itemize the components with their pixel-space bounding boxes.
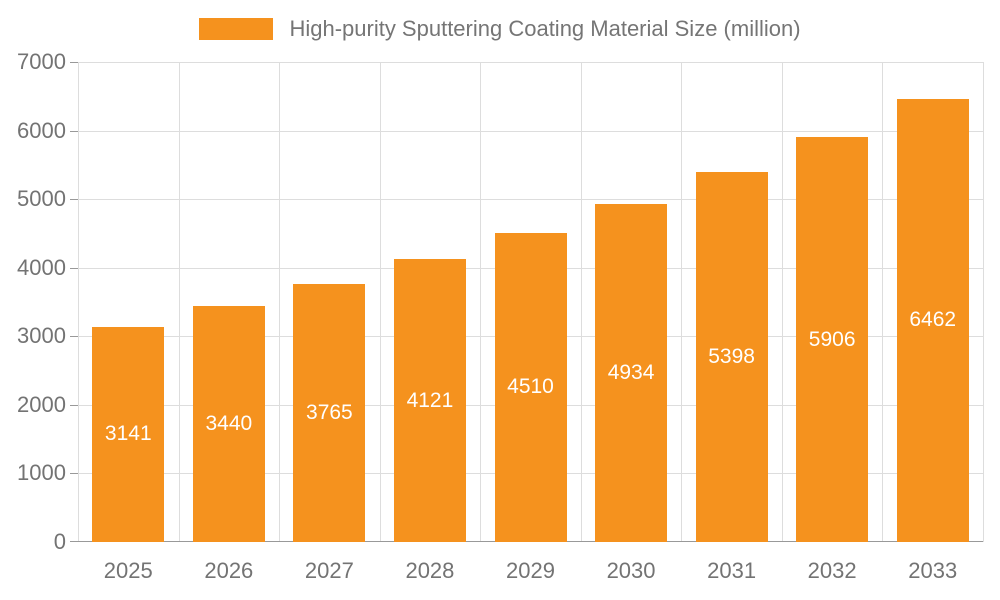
bar[interactable]: 3141 <box>92 326 165 542</box>
y-axis-tick <box>70 404 78 406</box>
bar-value-label: 5398 <box>708 344 755 368</box>
bar-value-label: 4510 <box>507 375 554 399</box>
bar-value-label: 3440 <box>205 412 253 436</box>
bar-value-label: 5906 <box>808 327 856 351</box>
bar-value-label: 4121 <box>406 388 454 412</box>
bar-value-label: 3765 <box>306 400 353 424</box>
y-axis-tick-label: 4000 <box>17 254 66 280</box>
bar[interactable]: 3440 <box>192 306 265 542</box>
y-axis-tick-label: 1000 <box>17 460 66 486</box>
bar-value-label: 3141 <box>104 422 152 446</box>
gridline-vertical <box>78 62 79 542</box>
bar[interactable]: 5398 <box>695 171 768 542</box>
x-axis-tick-label: 2026 <box>204 558 254 583</box>
y-axis-tick-label: 0 <box>53 529 66 554</box>
gridline-horizontal <box>78 130 983 132</box>
bar[interactable]: 5906 <box>796 137 869 542</box>
y-axis-tick <box>70 336 78 338</box>
y-axis-tick <box>70 267 78 269</box>
x-axis-tick-label: 2033 <box>908 558 958 583</box>
plot-area: 0 1000 2000 3000 4000 5000 6000 7000 3141 2025 344… <box>17 49 984 583</box>
gridline-vertical <box>480 62 482 542</box>
y-axis-tick-label: 6000 <box>17 117 66 143</box>
bar[interactable]: 3765 <box>293 283 366 542</box>
gridline-vertical <box>178 62 180 542</box>
legend-swatch-icon <box>199 18 274 40</box>
bar-value-label: 4934 <box>607 360 655 384</box>
legend-label: High-purity Sputtering Coating Material … <box>289 16 801 41</box>
y-axis-tick-label: 5000 <box>17 186 66 212</box>
y-axis-tick-label: 3000 <box>17 323 66 349</box>
x-axis-tick-label: 2032 <box>807 558 857 583</box>
gridline-vertical <box>882 62 884 542</box>
y-axis-tick-label: 2000 <box>17 391 66 417</box>
x-axis-tick-label: 2025 <box>103 558 153 583</box>
y-axis-tick <box>70 473 78 475</box>
bar[interactable]: 6462 <box>896 98 969 542</box>
gridline-vertical <box>983 62 984 542</box>
x-axis-tick-label: 2029 <box>506 558 555 583</box>
y-axis-tick <box>70 541 78 542</box>
x-axis-tick-label: 2028 <box>405 558 455 583</box>
y-axis-tick <box>70 62 78 63</box>
x-axis-tick-label: 2031 <box>707 558 757 583</box>
gridline-vertical <box>681 62 683 542</box>
gridline-vertical <box>279 62 281 542</box>
bar[interactable]: 4121 <box>393 259 466 542</box>
gridline-vertical <box>781 62 783 542</box>
y-axis-tick-label: 7000 <box>17 49 66 74</box>
gridline-horizontal <box>78 199 983 201</box>
y-axis-tick <box>70 199 78 201</box>
x-axis-tick-label: 2027 <box>304 558 354 583</box>
bar[interactable]: 4934 <box>595 203 668 542</box>
gridline-horizontal <box>78 62 983 63</box>
gridline-vertical <box>580 62 582 542</box>
y-axis-tick <box>70 130 78 132</box>
bar-value-label: 6462 <box>909 308 957 332</box>
x-axis-tick-label: 2030 <box>606 558 656 583</box>
gridline-vertical <box>379 62 381 542</box>
bar[interactable]: 4510 <box>494 232 567 542</box>
chart-legend[interactable]: High-purity Sputtering Coating Material … <box>0 16 1000 42</box>
